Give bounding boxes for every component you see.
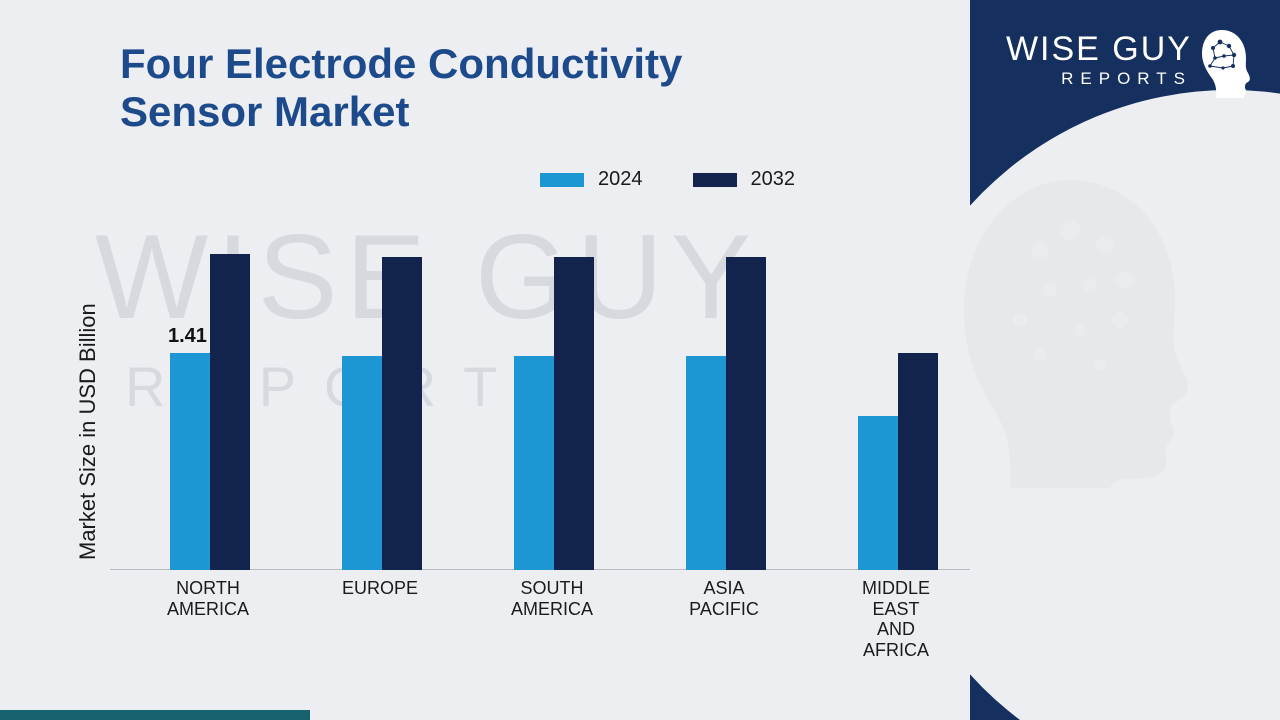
- bar-2024: [858, 416, 898, 570]
- brand-logo-sub: REPORTS: [1006, 69, 1192, 89]
- category-label: MIDDLEEASTANDAFRICA: [826, 578, 966, 661]
- chart-plot-area: [110, 200, 970, 570]
- bar-2032: [726, 257, 766, 570]
- legend-label-2024: 2024: [598, 168, 643, 191]
- bottom-accent-bar: [0, 710, 310, 720]
- brand-logo-main: WISE GUY: [1006, 30, 1192, 69]
- bar-2032: [554, 257, 594, 570]
- y-axis-label: Market Size in USD Billion: [75, 303, 101, 560]
- chart-title: Four Electrode Conductivity Sensor Marke…: [120, 40, 820, 137]
- bar-2032: [898, 353, 938, 570]
- category-label: EUROPE: [310, 578, 450, 599]
- bar-2024: [170, 353, 210, 570]
- category-label: NORTHAMERICA: [138, 578, 278, 619]
- category-label: ASIAPACIFIC: [654, 578, 794, 619]
- category-label: SOUTHAMERICA: [482, 578, 622, 619]
- legend-label-2032: 2032: [751, 168, 796, 191]
- legend: 2024 2032: [540, 168, 795, 191]
- legend-swatch-2032: [693, 173, 737, 187]
- legend-item-2032: 2032: [693, 168, 796, 191]
- brand-logo: WISE GUY REPORTS: [1006, 30, 1250, 89]
- bar-value-label: 1.41: [168, 325, 207, 348]
- category-labels: NORTHAMERICA EUROPE SOUTHAMERICA ASIAPACIFI…: [110, 572, 970, 692]
- bar-2024: [342, 356, 382, 570]
- bar-2024: [514, 356, 554, 570]
- bar-2032: [382, 257, 422, 570]
- bar-2024: [686, 356, 726, 570]
- legend-swatch-2024: [540, 173, 584, 187]
- bar-2032: [210, 254, 250, 570]
- legend-item-2024: 2024: [540, 168, 643, 191]
- brand-logo-head-icon: [1188, 28, 1252, 100]
